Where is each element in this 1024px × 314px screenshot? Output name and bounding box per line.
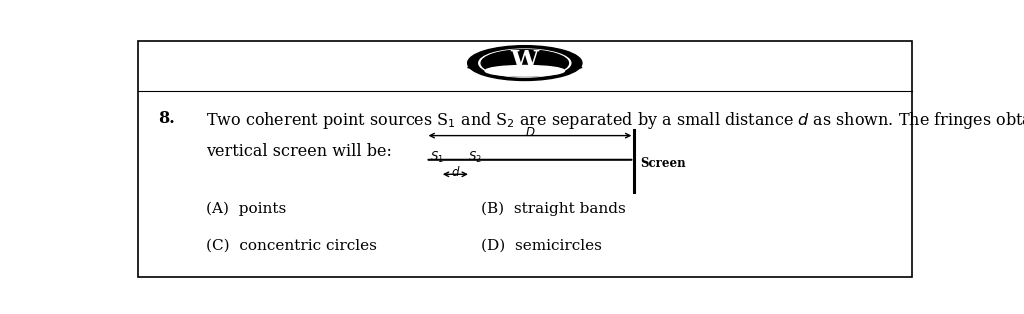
Text: (B)  straight bands: (B) straight bands [481,202,626,216]
Text: (D)  semicircles: (D) semicircles [481,238,602,252]
Text: $S_1$: $S_1$ [430,150,443,165]
Text: (A)  points: (A) points [206,202,286,216]
Text: Two coherent point sources S$_1$ and S$_2$ are separated by a small distance $d$: Two coherent point sources S$_1$ and S$_… [206,110,1024,131]
Text: $D$: $D$ [524,126,536,139]
Text: vertical screen will be:: vertical screen will be: [206,143,391,160]
Circle shape [468,46,582,80]
Text: $S_2$: $S_2$ [468,150,481,165]
Text: $d$: $d$ [451,165,460,179]
Text: 8.: 8. [158,110,175,127]
Text: Screen: Screen [640,157,685,170]
Text: W: W [511,49,539,73]
Text: (C)  concentric circles: (C) concentric circles [206,238,377,252]
Circle shape [479,49,570,77]
Circle shape [481,50,568,76]
Ellipse shape [485,66,564,76]
